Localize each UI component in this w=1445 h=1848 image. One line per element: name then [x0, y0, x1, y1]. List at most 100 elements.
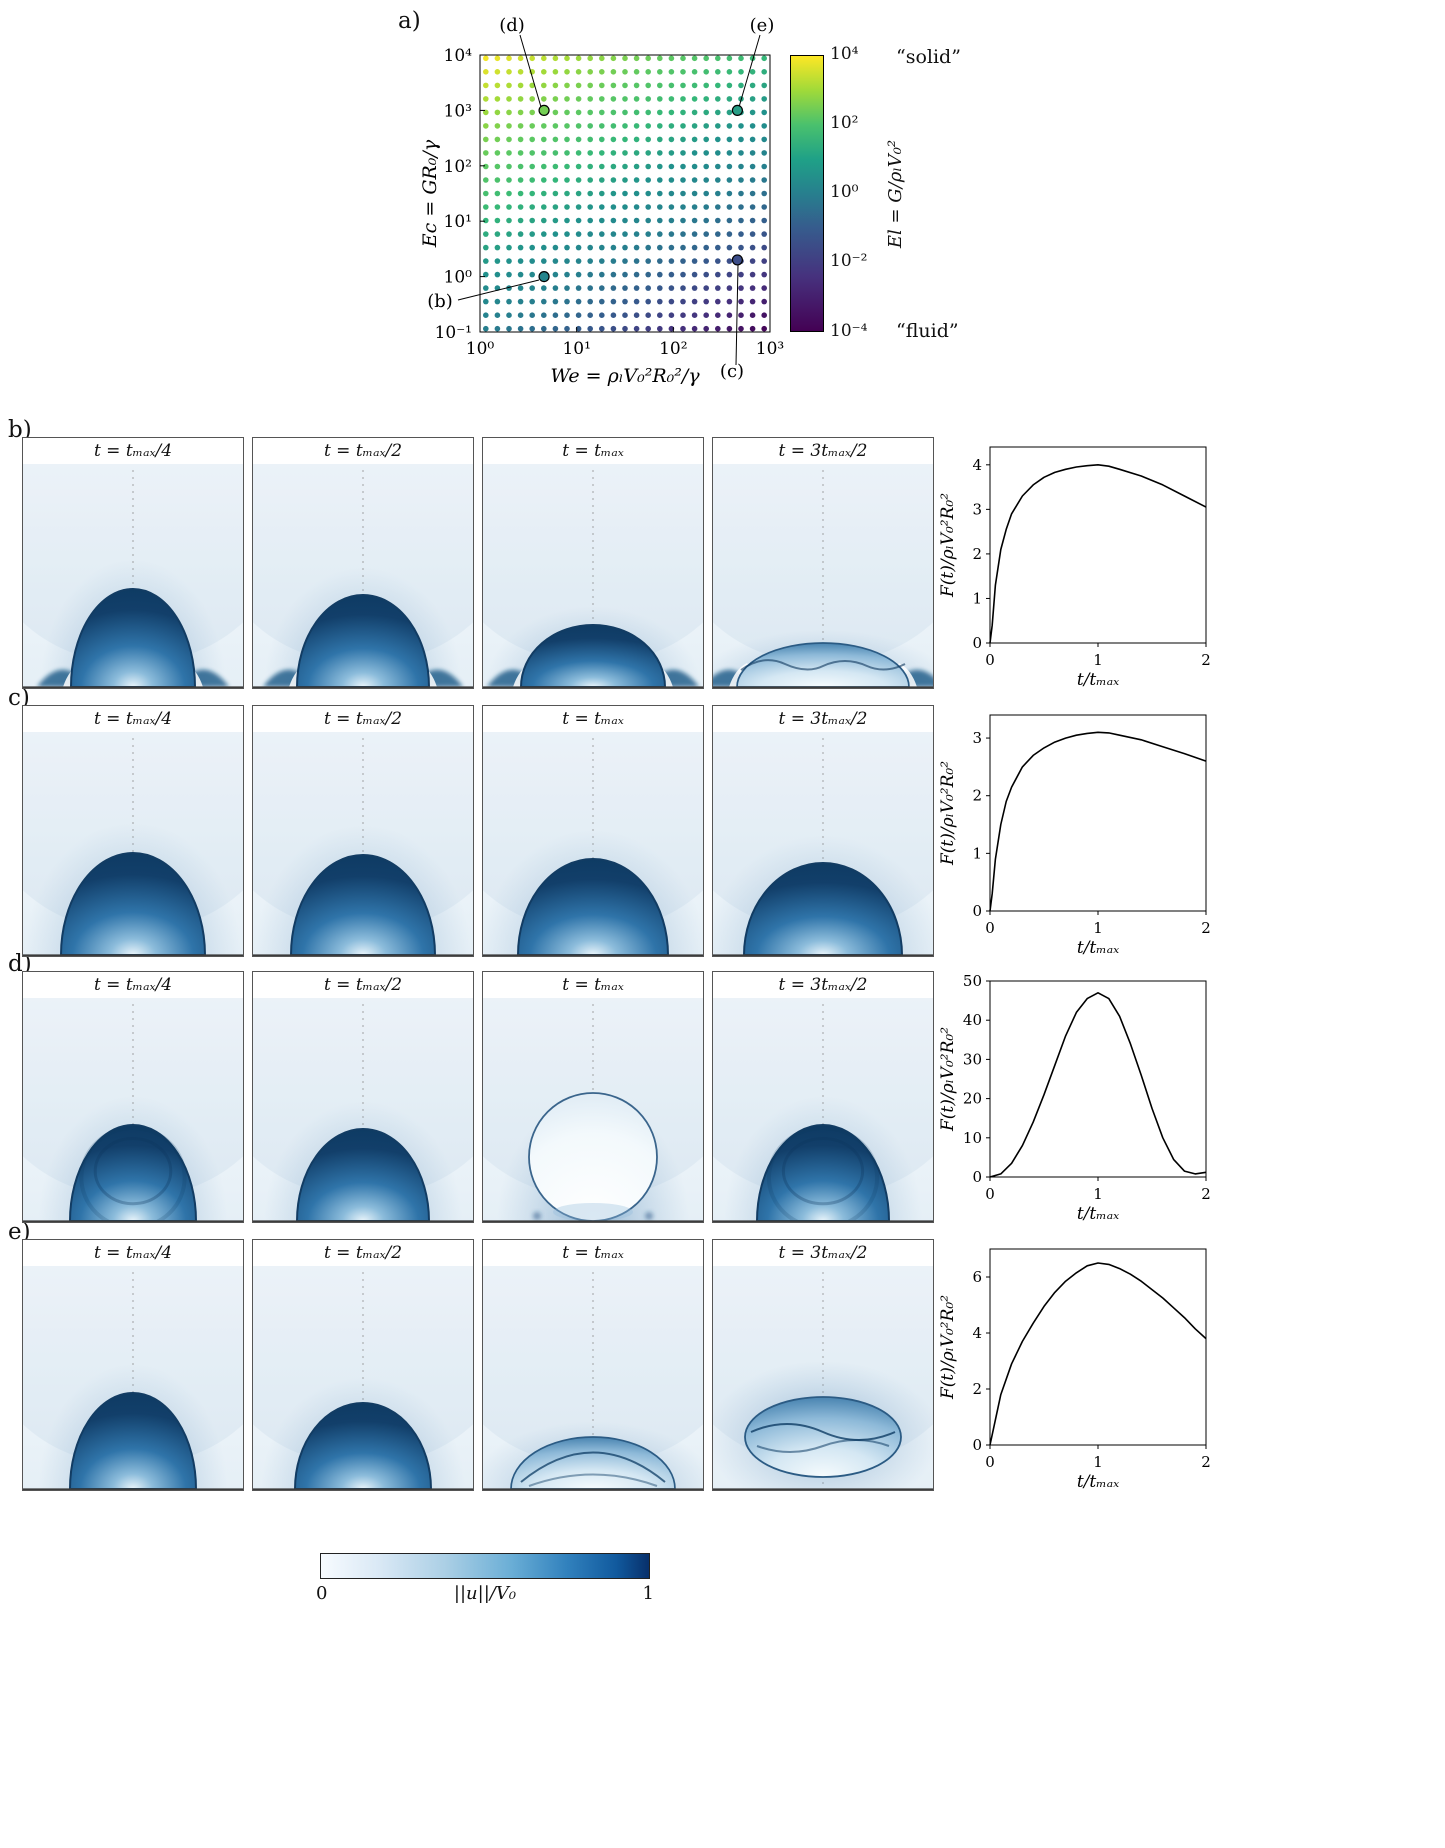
elasticity-colorbar [790, 55, 824, 332]
panel-b-letter: b) [8, 417, 32, 443]
force-plot-e: 0 2 4 6 0 1 2 t/tₘₐₓ F(t)/ρₗV₀²R₀² [938, 1239, 1230, 1497]
force-curve [989, 463, 1207, 644]
droplet-interface [516, 858, 670, 956]
phase-x-label: We = ρₗV₀²R₀²/γ [550, 365, 700, 387]
force-y-label: F(t)/ρₗV₀²R₀² [940, 493, 958, 598]
snapshot-svg [23, 1266, 243, 1490]
droplet-interface [755, 1124, 891, 1222]
svg-text:20: 20 [963, 1090, 982, 1108]
internal-wave [520, 1451, 666, 1483]
snapshot-image [23, 1266, 243, 1490]
force-x-label: t/tₘₐₓ [1077, 1472, 1119, 1492]
colorbar-tick: 10⁻² [830, 251, 868, 271]
snapshot-image [713, 998, 933, 1222]
velocity-axis-label: ||u||/V₀ [453, 1583, 517, 1604]
annotation-line [457, 279, 540, 301]
snapshot-svg [483, 464, 703, 688]
snapshot-svg [23, 998, 243, 1222]
svg-text:6: 6 [972, 1268, 982, 1286]
svg-text:10³: 10³ [756, 339, 784, 359]
snapshot-panel: t = tₘₐₓ/2 [252, 971, 474, 1223]
svg-text:1: 1 [972, 844, 982, 862]
svg-text:2: 2 [972, 787, 982, 805]
snapshot-image [483, 464, 703, 688]
snapshot-image [23, 464, 243, 688]
svg-text:0: 0 [972, 1168, 982, 1186]
droplet-interface [68, 1392, 198, 1490]
force-y-label: F(t)/ρₗV₀²R₀² [940, 1295, 958, 1400]
force-chart-svg: 0 10 20 30 40 50 0 1 2 t/tₘₐₓ F(t)/ρₗV₀²R₀² [938, 972, 1211, 1224]
svg-text:2: 2 [972, 545, 982, 563]
snapshot-time-label: t = tₘₐₓ/2 [253, 706, 473, 733]
svg-text:2: 2 [1201, 1453, 1211, 1471]
svg-text:0: 0 [972, 902, 982, 920]
snapshot-svg [713, 732, 933, 956]
panel-d-letter: d) [8, 951, 32, 977]
annotation-line [738, 34, 761, 108]
snapshot-svg [483, 1266, 703, 1490]
snapshot-time-label: t = 3tₘₐₓ/2 [713, 1240, 933, 1267]
snapshot-image [23, 732, 243, 956]
internal-wave [93, 1136, 173, 1206]
force-ticks: 0 1 2 3 4 0 1 2 [972, 456, 1210, 669]
snapshot-time-label: t = tₘₐₓ [483, 706, 703, 733]
droplet-interface [69, 588, 197, 688]
svg-text:10: 10 [963, 1129, 982, 1147]
colorbar-tick: 10⁻⁴ [830, 321, 868, 341]
svg-text:1: 1 [1093, 919, 1103, 937]
svg-text:2: 2 [1201, 651, 1211, 669]
panel-e-letter: e) [8, 1219, 31, 1245]
droplet-interface [289, 854, 437, 956]
svg-text:2: 2 [1201, 1185, 1211, 1203]
snapshot-svg [713, 464, 933, 688]
snapshot-time-label: t = tₘₐₓ/2 [253, 972, 473, 999]
snapshot-panel: t = tₘₐₓ [482, 437, 704, 689]
snapshot-svg [23, 464, 243, 688]
force-y-label: F(t)/ρₗV₀²R₀² [940, 761, 958, 866]
droplet-interface [510, 1436, 676, 1490]
svg-text:3: 3 [972, 729, 982, 747]
snapshot-image [253, 1266, 473, 1490]
svg-text:2: 2 [972, 1380, 982, 1398]
force-ticks: 0 10 20 30 40 50 0 1 2 [963, 972, 1211, 1203]
highlight-point-(e) [731, 104, 743, 117]
snapshot-image [23, 998, 243, 1222]
force-y-label: F(t)/ρₗV₀²R₀² [940, 1027, 958, 1132]
snapshot-svg [483, 732, 703, 956]
colorbar-tick: 10⁰ [830, 182, 859, 202]
velocity-min-label: 0 [316, 1583, 328, 1604]
droplet-interface [59, 852, 207, 956]
snapshot-panel: t = tₘₐₓ/4 [22, 705, 244, 957]
svg-text:1: 1 [1093, 1185, 1103, 1203]
highlight-point-(b) [538, 271, 550, 283]
solid-state-label: “solid” [896, 46, 961, 68]
fluid-state-label: “fluid” [896, 320, 959, 342]
svg-text:30: 30 [963, 1050, 982, 1068]
annotation-label: (c) [720, 361, 744, 382]
svg-text:1: 1 [1093, 1453, 1103, 1471]
svg-text:50: 50 [963, 972, 982, 990]
svg-text:40: 40 [963, 1011, 982, 1029]
snapshot-panel: t = tₘₐₓ/2 [252, 437, 474, 689]
snapshot-image [483, 998, 703, 1222]
force-chart-svg: 0 1 2 3 0 1 2 t/tₘₐₓ F(t)/ρₗV₀²R₀² [938, 714, 1211, 958]
force-plot-c: 0 1 2 3 0 1 2 t/tₘₐₓ F(t)/ρₗV₀²R₀² [938, 705, 1230, 963]
force-ticks: 0 1 2 3 0 1 2 [972, 729, 1210, 937]
force-plot-b: 0 1 2 3 4 0 1 2 t/tₘₐₓ F(t)/ρₗV₀²R₀² [938, 437, 1230, 695]
droplet-interface [519, 624, 667, 688]
svg-text:10⁴: 10⁴ [444, 46, 473, 66]
svg-text:4: 4 [972, 456, 982, 474]
force-curve [989, 731, 1207, 912]
snapshot-svg [253, 464, 473, 688]
force-x-label: t/tₘₐₓ [1077, 1204, 1119, 1224]
snapshot-image [483, 1266, 703, 1490]
scatter-dots [483, 55, 767, 332]
snapshot-time-label: t = tₘₐₓ/4 [23, 706, 243, 733]
internal-wave [781, 1136, 865, 1206]
svg-text:1: 1 [972, 589, 982, 607]
snapshot-svg [713, 1266, 933, 1490]
snapshot-panel: t = tₘₐₓ/2 [252, 1239, 474, 1491]
snapshot-time-label: t = tₘₐₓ/4 [23, 438, 243, 465]
